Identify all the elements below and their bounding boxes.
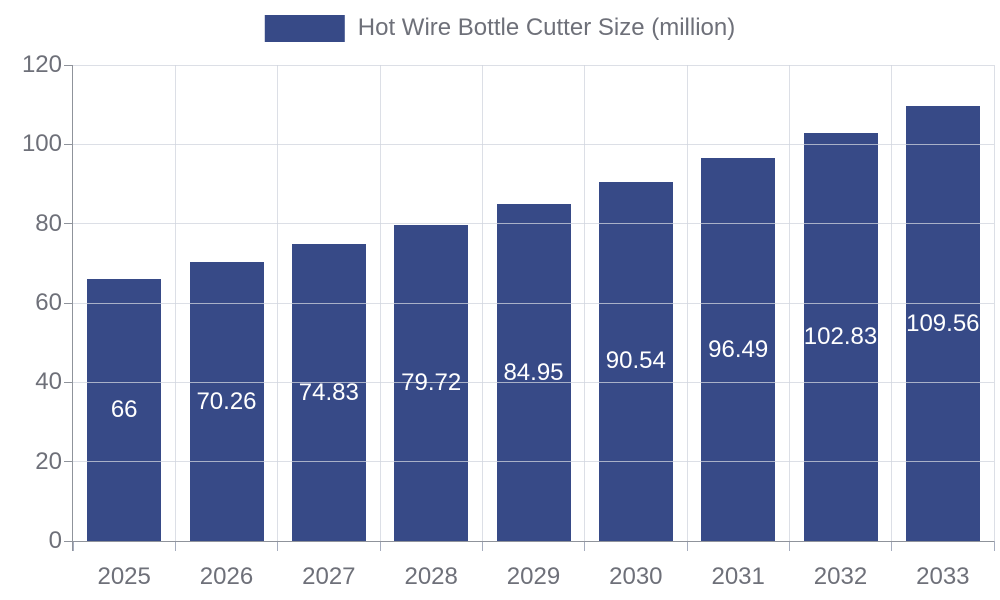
bar-value-label: 84.95 <box>503 358 564 386</box>
v-gridline <box>993 65 995 541</box>
x-axis-label: 2029 <box>506 563 561 590</box>
v-gridline <box>686 65 688 541</box>
x-axis-line <box>64 541 994 542</box>
v-gridline <box>174 65 176 541</box>
bar-value-label: 102.83 <box>803 323 878 351</box>
y-axis-tick <box>64 143 73 145</box>
bar-value-label: 96.49 <box>708 335 769 363</box>
y-axis-label: 80 <box>35 209 62 237</box>
x-axis-label: 2032 <box>813 563 868 590</box>
v-gridline <box>584 65 586 541</box>
x-axis-tick <box>686 541 688 551</box>
y-axis-label: 0 <box>48 527 62 554</box>
y-axis-label: 120 <box>21 51 62 78</box>
x-axis-tick <box>72 541 74 551</box>
y-axis-label: 60 <box>35 289 62 316</box>
h-gridline <box>73 223 994 225</box>
x-axis-label: 2033 <box>916 563 970 590</box>
y-axis-line <box>72 65 73 551</box>
bar-value-label: 109.56 <box>906 309 980 337</box>
x-axis-tick <box>379 541 381 551</box>
y-axis-label: 100 <box>21 130 62 158</box>
h-gridline <box>73 302 994 304</box>
x-axis-label: 2027 <box>302 563 356 590</box>
y-axis-tick <box>64 64 73 66</box>
v-gridline <box>379 65 381 541</box>
x-axis-tick <box>788 541 790 551</box>
v-gridline <box>788 65 790 541</box>
bar-2029[interactable] <box>496 204 571 541</box>
bar-value-label: 74.83 <box>298 378 359 406</box>
v-gridline <box>277 65 279 541</box>
v-gridline <box>481 65 483 541</box>
bar-2026[interactable] <box>189 262 264 541</box>
y-axis-tick <box>64 461 73 463</box>
bar-value-label: 70.26 <box>196 387 257 415</box>
v-gridline <box>891 65 893 541</box>
y-axis-tick <box>64 302 73 304</box>
bar-2028[interactable] <box>394 224 469 541</box>
x-axis-label: 2028 <box>404 563 458 590</box>
legend-swatch <box>264 14 345 42</box>
x-axis-label: 2026 <box>199 563 254 590</box>
bar-value-label: 90.54 <box>605 347 666 375</box>
bar-2030[interactable] <box>598 181 673 541</box>
h-gridline <box>73 64 994 66</box>
legend-label: Hot Wire Bottle Cutter Size (million) <box>357 14 736 41</box>
x-axis-tick <box>277 541 279 551</box>
bar-2032[interactable] <box>803 133 878 541</box>
y-axis-label: 40 <box>35 368 62 396</box>
bar-value-label: 79.72 <box>401 368 462 396</box>
bar-2027[interactable] <box>291 244 366 541</box>
h-gridline <box>73 143 994 145</box>
x-axis-label: 2030 <box>609 563 663 590</box>
bar-2033[interactable] <box>905 106 980 541</box>
legend-item[interactable]: Hot Wire Bottle Cutter Size (million) <box>264 13 736 43</box>
bar-2025[interactable] <box>87 279 162 541</box>
x-axis-tick <box>481 541 483 551</box>
y-axis-tick <box>64 223 73 225</box>
h-gridline <box>73 461 994 463</box>
y-axis-label: 20 <box>35 447 62 475</box>
x-axis-tick <box>584 541 586 551</box>
bar-2031[interactable] <box>701 158 776 541</box>
bar-value-label: 66 <box>110 396 138 424</box>
x-axis-tick <box>891 541 893 551</box>
x-axis-label: 2025 <box>97 563 151 590</box>
x-axis-tick <box>993 541 995 551</box>
x-axis-tick <box>174 541 176 551</box>
y-axis-tick <box>64 381 73 383</box>
h-gridline <box>73 381 994 383</box>
x-axis-label: 2031 <box>711 563 765 590</box>
